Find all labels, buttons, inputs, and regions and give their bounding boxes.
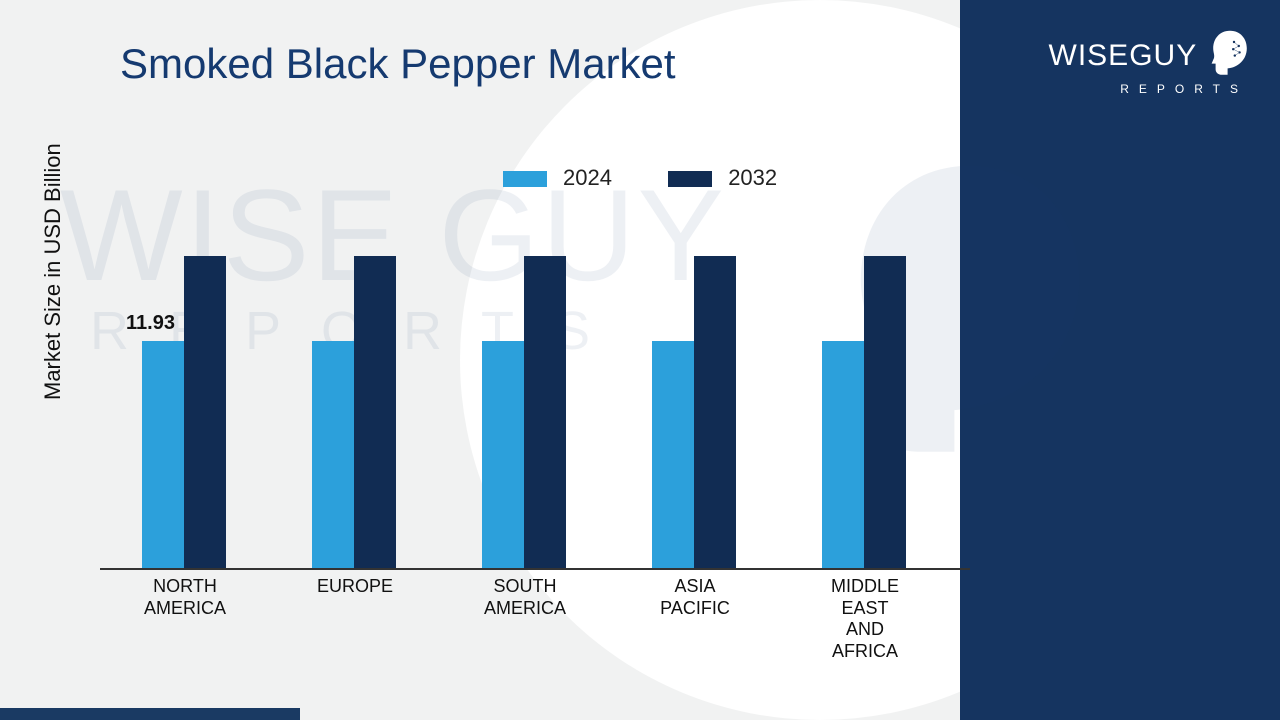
legend-swatch-0 (503, 171, 547, 187)
bar (184, 256, 226, 568)
brand-word1: WISE (1049, 39, 1130, 72)
bar (312, 341, 354, 568)
value-label: 11.93 (126, 312, 175, 335)
bar (822, 341, 864, 568)
brand-line1: WISEGUY (1049, 30, 1250, 84)
content-layer: Smoked Black Pepper Market WISEGUY REPOR… (0, 0, 1280, 720)
brand-line2: REPORTS (1049, 82, 1250, 96)
legend-label-1: 2032 (728, 165, 777, 190)
legend-item-1: 2032 (668, 165, 777, 191)
bar (652, 341, 694, 568)
bar (694, 256, 736, 568)
category-label: ASIAPACIFIC (625, 576, 765, 619)
legend: 2024 2032 (0, 165, 1280, 191)
category-label: NORTHAMERICA (115, 576, 255, 619)
brand-logo: WISEGUY REPORTS (1049, 30, 1250, 96)
category-label: EUROPE (285, 576, 425, 598)
legend-item-0: 2024 (503, 165, 612, 191)
bar (354, 256, 396, 568)
legend-swatch-1 (668, 171, 712, 187)
bar (482, 341, 524, 568)
brand-word2: GUY (1129, 39, 1196, 72)
plot-area: 11.93 (100, 190, 970, 570)
brand-head-icon (1210, 30, 1250, 84)
bar (864, 256, 906, 568)
category-label: MIDDLEEASTANDAFRICA (795, 576, 935, 662)
chart-area: 11.93 NORTHAMERICA EUROPE SOUTHAMERICA ASIA… (100, 190, 970, 620)
bar (142, 341, 184, 568)
bar (524, 256, 566, 568)
legend-label-0: 2024 (563, 165, 612, 190)
y-axis-label: Market Size in USD Billion (40, 143, 66, 400)
chart-title: Smoked Black Pepper Market (120, 40, 676, 88)
stage: WISE GUY REPORTS Smoked Black Pepper Mar… (0, 0, 1280, 720)
category-label: SOUTHAMERICA (455, 576, 595, 619)
